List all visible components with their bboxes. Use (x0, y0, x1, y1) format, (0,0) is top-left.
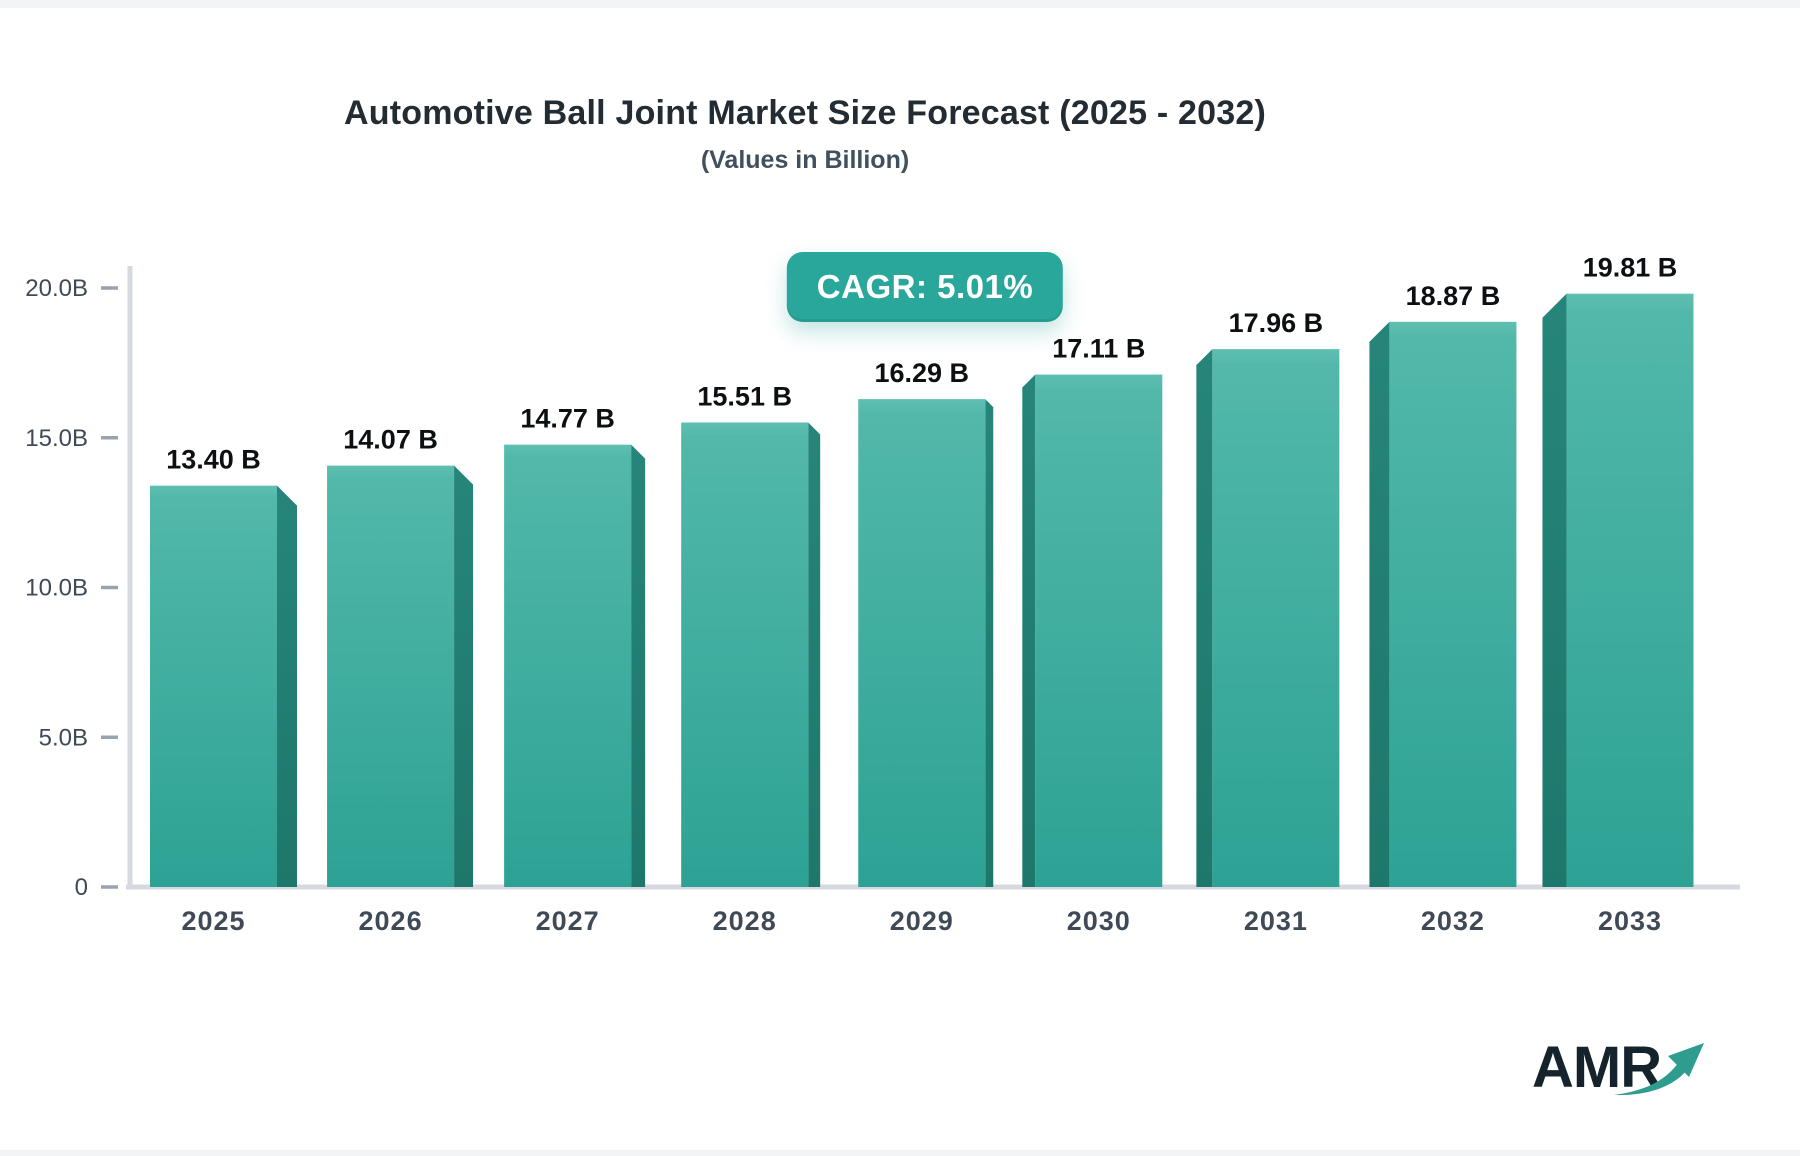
x-axis-year-label: 2031 (1244, 906, 1308, 936)
trending-up-arrow-icon (1614, 1043, 1704, 1096)
y-tick-label: 15.0B (25, 425, 88, 452)
bar-front-face (1566, 293, 1694, 887)
amr-logo-text: AMR (1532, 1035, 1662, 1100)
chart-subtitle: (Values in Billion) (700, 146, 910, 174)
x-axis-year-label: 2030 (1067, 906, 1131, 936)
y-tick-label: 20.0B (25, 275, 88, 302)
bar-front-face (858, 399, 986, 887)
bar-front-face (1212, 349, 1340, 887)
labels: 13.40 B 2025 14.07 B 2026 14.77 B 2027 15.51 B… (166, 253, 1677, 936)
x-axis-year-label: 2026 (359, 906, 423, 936)
chart-title: Automotive Ball Joint Market Size Foreca… (344, 94, 1266, 132)
bar-value-label: 13.40 B (166, 445, 261, 475)
bar-value-label: 17.11 B (1052, 334, 1145, 364)
bar-value-label: 18.87 B (1406, 281, 1501, 311)
bar-side-face (1196, 349, 1213, 887)
bar-front-face (1389, 321, 1517, 887)
bar-side-face (277, 485, 297, 887)
x-axis-year-label: 2025 (181, 906, 245, 936)
bars (150, 293, 1694, 887)
bar-side-face (808, 422, 821, 887)
bar-front-face (327, 465, 455, 887)
bar-2033 (1542, 293, 1694, 887)
bar-side-face (631, 444, 646, 887)
bar-side-face (1542, 293, 1567, 887)
bar-2030 (1022, 374, 1163, 887)
x-axis-year-label: 2027 (536, 906, 600, 936)
bar-2026 (327, 465, 474, 887)
x-axis-year-label: 2029 (890, 906, 954, 936)
y-tick-label: 5.0B (39, 724, 88, 751)
bar-front-face (504, 444, 632, 887)
amr-logo: AMR (1532, 1034, 1732, 1124)
bar-2025 (150, 485, 297, 887)
bar-front-face (150, 485, 277, 887)
bar-value-label: 14.77 B (520, 404, 615, 434)
x-axis-year-label: 2032 (1421, 906, 1485, 936)
y-tick-label: 0 (75, 874, 88, 901)
bar-side-face (1369, 321, 1390, 887)
bar-2032 (1369, 321, 1517, 887)
bar-side-face (1022, 374, 1036, 887)
bar-2028 (681, 422, 821, 887)
bar-side-face (985, 399, 994, 887)
cagr-badge: CAGR: 5.01% (786, 252, 1064, 322)
bar-value-label: 19.81 B (1583, 253, 1678, 283)
bar-value-label: 15.51 B (697, 381, 792, 411)
x-axis-year-label: 2028 (713, 906, 777, 936)
bar-2029 (858, 399, 994, 887)
y-tick-label: 10.0B (25, 575, 88, 602)
bar-side-face (454, 465, 474, 887)
bar-2031 (1196, 349, 1340, 887)
bar-value-label: 16.29 B (874, 358, 969, 388)
bar-value-label: 14.07 B (343, 425, 438, 455)
bar-value-label: 17.96 B (1229, 308, 1324, 338)
x-axis-year-label: 2033 (1598, 906, 1662, 936)
bar-2027 (504, 444, 646, 887)
bar-front-face (681, 422, 809, 887)
bar-front-face (1035, 374, 1163, 887)
